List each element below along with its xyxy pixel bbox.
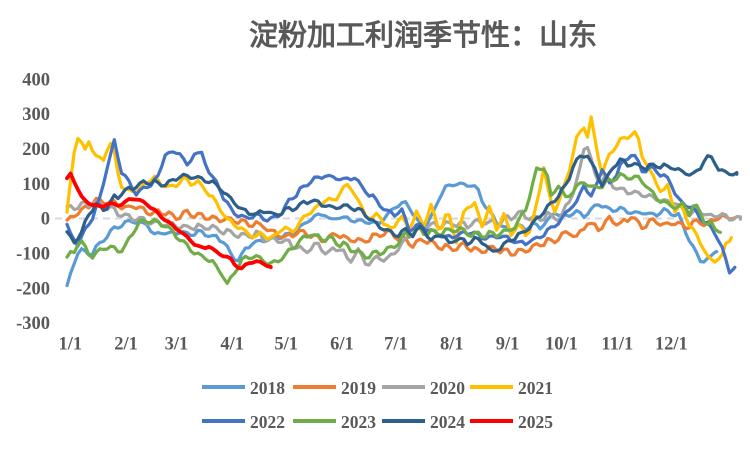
svg-text:200: 200 <box>22 140 50 160</box>
svg-text:2021: 2021 <box>518 378 553 398</box>
svg-text:-200: -200 <box>16 279 50 299</box>
svg-text:2022: 2022 <box>250 412 285 432</box>
svg-text:3/1: 3/1 <box>165 335 189 355</box>
svg-text:2024: 2024 <box>430 412 465 432</box>
svg-text:淀粉加工利润季节性：山东: 淀粉加工利润季节性：山东 <box>249 18 597 52</box>
svg-text:9/1: 9/1 <box>496 335 520 355</box>
svg-text:-100: -100 <box>16 245 50 265</box>
svg-text:5/1: 5/1 <box>274 335 298 355</box>
svg-text:2/1: 2/1 <box>114 335 138 355</box>
svg-text:2019: 2019 <box>341 378 376 398</box>
svg-text:2018: 2018 <box>250 378 285 398</box>
svg-text:-300: -300 <box>16 314 50 334</box>
svg-text:2025: 2025 <box>518 412 553 432</box>
svg-text:10/1: 10/1 <box>545 335 578 355</box>
svg-text:0: 0 <box>41 210 50 230</box>
svg-text:2020: 2020 <box>430 378 465 398</box>
svg-text:300: 300 <box>22 105 50 125</box>
svg-text:100: 100 <box>22 175 50 195</box>
svg-text:4/1: 4/1 <box>220 335 244 355</box>
svg-text:6/1: 6/1 <box>330 335 354 355</box>
svg-text:7/1: 7/1 <box>384 335 408 355</box>
svg-text:2023: 2023 <box>341 412 376 432</box>
svg-text:1/1: 1/1 <box>58 335 82 355</box>
svg-text:400: 400 <box>22 70 50 90</box>
svg-text:8/1: 8/1 <box>440 335 464 355</box>
svg-text:12/1: 12/1 <box>655 335 688 355</box>
svg-text:11/1: 11/1 <box>601 335 633 355</box>
